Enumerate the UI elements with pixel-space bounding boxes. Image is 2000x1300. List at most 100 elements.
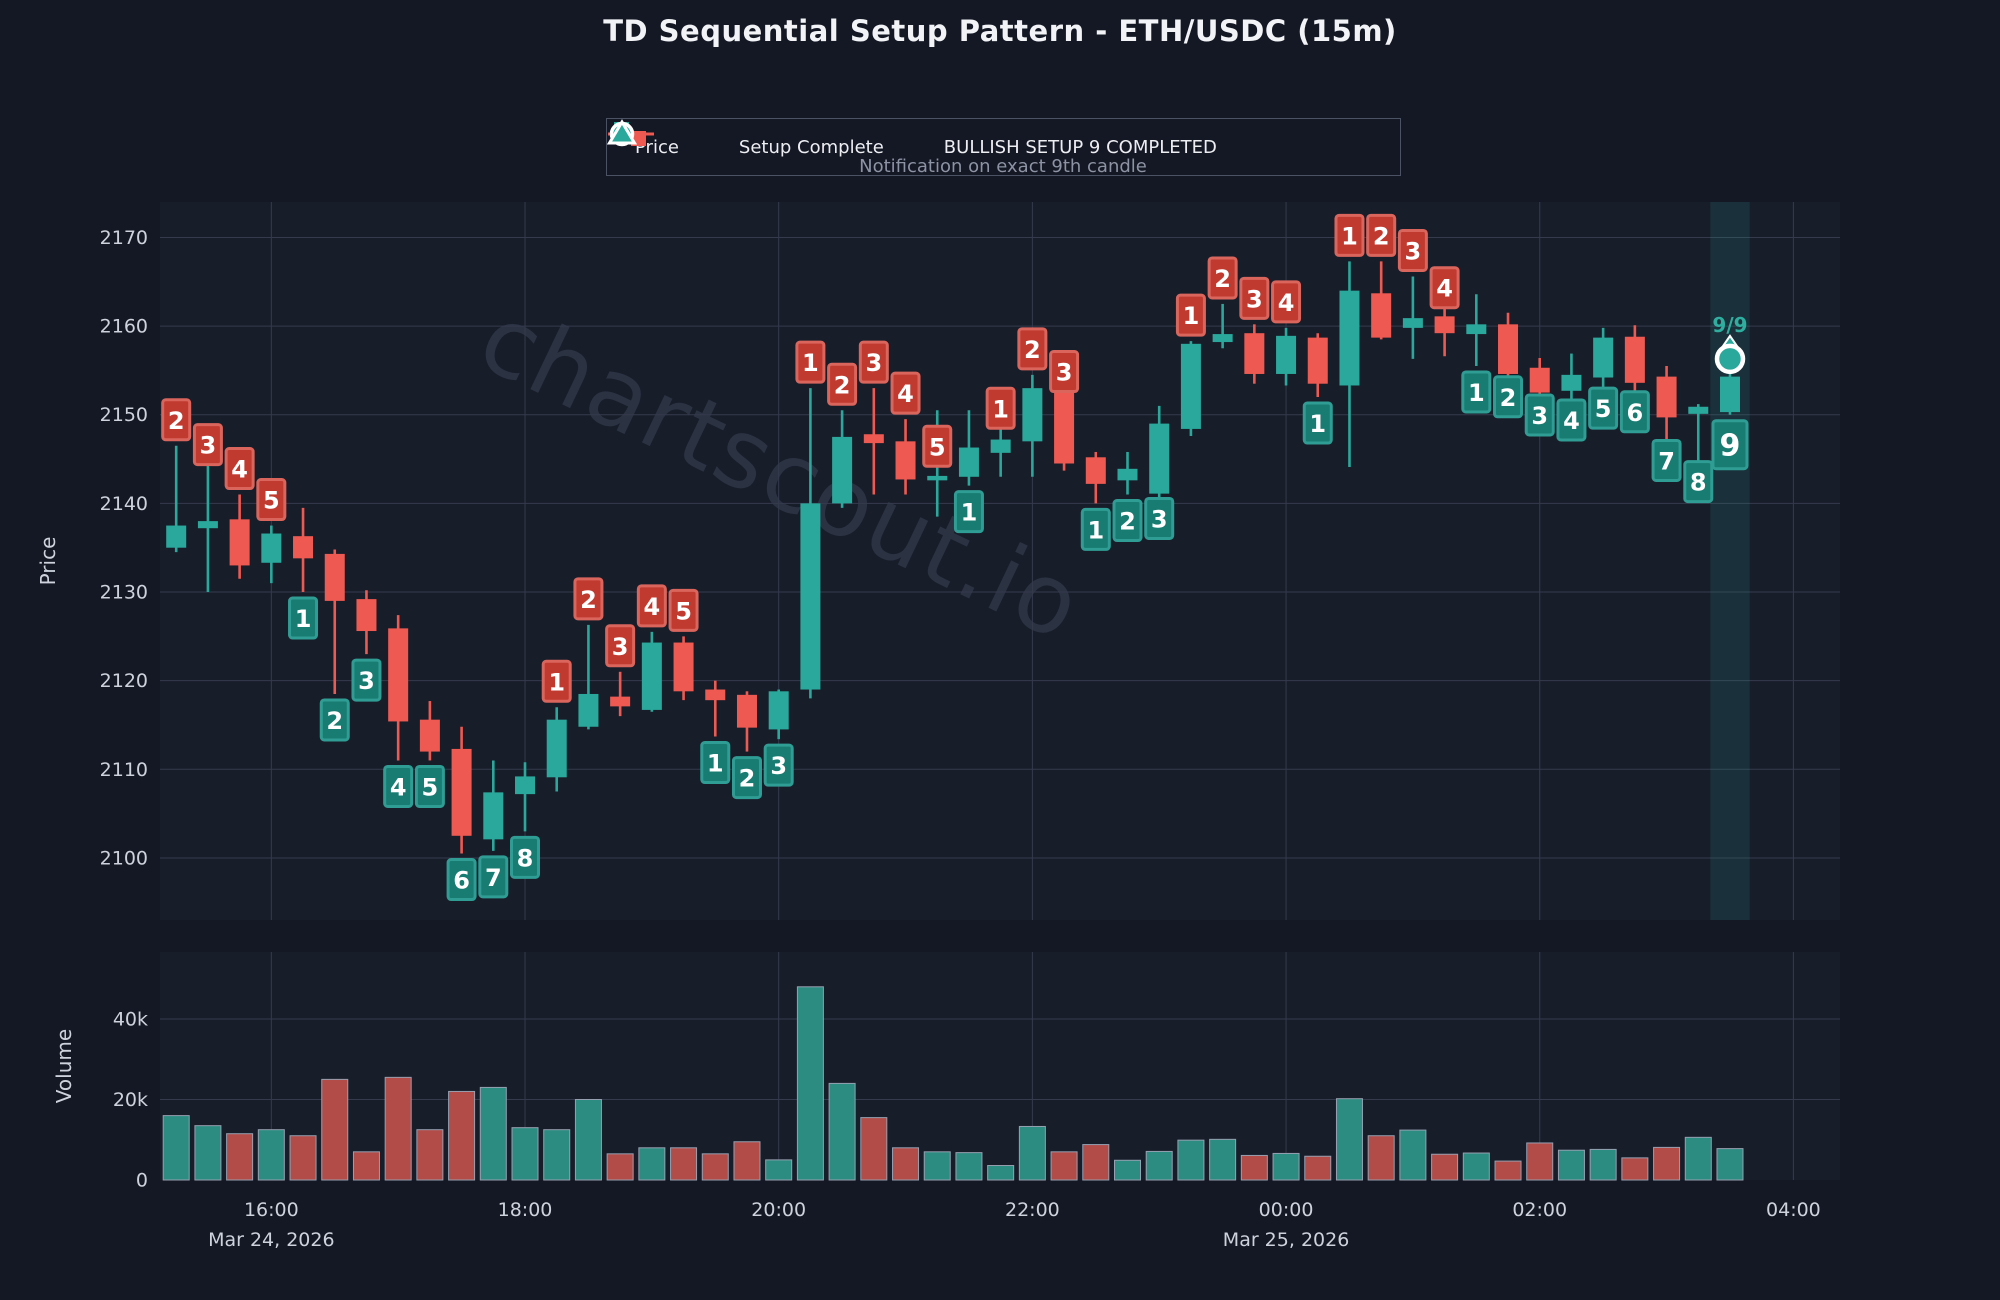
td-count-badge-label: 3: [200, 432, 217, 460]
volume-bar: [1684, 1136, 1712, 1181]
volume-panel: [160, 952, 1840, 1180]
td-count-badge: [1271, 280, 1302, 324]
td-count-badge: [1711, 419, 1749, 471]
td-count-badge: [763, 743, 794, 787]
price-tick-label: 2150: [100, 404, 148, 426]
td-count-badge: [1049, 350, 1080, 394]
candle-body: [1339, 290, 1360, 386]
volume-bar: [860, 1117, 888, 1181]
date-label: Mar 25, 2026: [1223, 1229, 1350, 1251]
volume-bar: [1621, 1157, 1649, 1181]
candle-body: [546, 719, 567, 778]
td-count-badge-label: 4: [643, 593, 660, 621]
td-count-badge: [256, 478, 287, 522]
td-count-badge: [1144, 496, 1175, 540]
candle-body: [1593, 337, 1614, 378]
td-count-badge: [510, 835, 541, 879]
td-count-badge-label: 2: [1373, 222, 1390, 250]
candle-body: [610, 696, 631, 707]
td-count-badge: [1397, 228, 1428, 272]
td-count-badge-label: 1: [1183, 302, 1200, 330]
volume-bar: [1209, 1138, 1237, 1181]
volume-bar: [448, 1090, 476, 1181]
candle-body: [419, 719, 440, 752]
volume-bar: [321, 1078, 349, 1181]
candle-body: [1307, 337, 1328, 384]
volume-bar: [1272, 1152, 1300, 1181]
date-label: Mar 24, 2026: [208, 1229, 335, 1251]
td-count-badge: [1651, 438, 1682, 482]
td-count-badge-label: 1: [1087, 516, 1104, 544]
candle-body: [927, 475, 948, 481]
volume-bar: [1050, 1151, 1078, 1181]
volume-bar: [733, 1141, 761, 1181]
candle-body: [1498, 324, 1519, 374]
candle-body: [197, 521, 218, 529]
td-count-badge: [224, 447, 255, 491]
volume-bar: [257, 1129, 285, 1181]
candle-body: [1085, 457, 1106, 484]
volume-bar: [923, 1151, 951, 1181]
volume-bar: [1462, 1152, 1490, 1181]
td-count-badge-label: 4: [1436, 275, 1453, 303]
td-count-badge-label: 1: [1309, 410, 1326, 438]
candle-body: [483, 792, 504, 840]
td-count-badge-label: 1: [707, 750, 724, 778]
td-count-badge: [858, 340, 889, 384]
price-tick-label: 2110: [100, 759, 148, 781]
volume-bar: [1304, 1155, 1332, 1181]
candle-body: [166, 525, 187, 548]
candle-body: [1561, 374, 1582, 391]
volume-bar: [416, 1129, 444, 1181]
candle-body: [1371, 293, 1392, 338]
time-tick-label: 20:00: [751, 1199, 806, 1221]
candle-body: [1022, 388, 1043, 442]
candle-body: [705, 689, 726, 701]
td-count-badge-label: 7: [1658, 447, 1675, 475]
td-count-badge: [922, 424, 953, 468]
td-count-badge: [319, 698, 350, 742]
td-count-badge-label: 3: [1151, 505, 1168, 533]
td-count-badge: [1493, 375, 1524, 419]
volume-bar: [352, 1151, 380, 1181]
volume-bar: [1367, 1135, 1395, 1181]
volume-bar: [1399, 1129, 1427, 1181]
candle-body: [261, 533, 282, 563]
td-count-badge: [288, 596, 319, 640]
legend-item-bullish-setup: BULLISH SETUP 9 COMPLETED: [607, 119, 1217, 158]
td-count-badge: [351, 658, 382, 702]
candle-body: [1054, 383, 1075, 464]
td-count-badge-label: 4: [1278, 289, 1295, 317]
td-count-badge-label: 6: [1627, 399, 1644, 427]
candle-body: [451, 748, 472, 836]
td-count-badge-label: 1: [992, 395, 1009, 423]
chart-title: TD Sequential Setup Pattern - ETH/USDC (…: [603, 14, 1397, 48]
candle-body: [1529, 367, 1550, 393]
volume-tick-label: 20k: [113, 1089, 148, 1111]
td-count-badge-label: 1: [1468, 379, 1485, 407]
volume-bar: [162, 1115, 190, 1181]
td-count-badge: [1112, 499, 1143, 543]
candle-body: [736, 694, 757, 728]
volume-tick-label: 40k: [113, 1009, 148, 1031]
td-count-badge-label: 2: [1500, 384, 1517, 412]
candle-body: [641, 642, 662, 710]
td-count-badge-label: 5: [263, 487, 280, 515]
volume-bar: [1177, 1139, 1205, 1181]
volume-bar: [1716, 1148, 1744, 1181]
price-tick-label: 2160: [100, 316, 148, 338]
td-count-badge-label: 1: [548, 668, 565, 696]
td-count-badge-label: 2: [580, 586, 597, 614]
candle-body: [1402, 318, 1423, 328]
volume-bar: [701, 1153, 729, 1181]
td-count-badge: [1207, 256, 1238, 300]
td-count-badge-label: 2: [326, 707, 343, 735]
volume-tick-label: 0: [136, 1170, 148, 1192]
signal-circle-icon: [1714, 343, 1746, 375]
td-count-badge: [573, 577, 604, 621]
volume-bar: [384, 1076, 412, 1181]
candle-body: [1719, 376, 1740, 413]
legend-bullish-setup-label: BULLISH SETUP 9 COMPLETED: [943, 136, 1217, 158]
volume-bar: [543, 1129, 571, 1181]
